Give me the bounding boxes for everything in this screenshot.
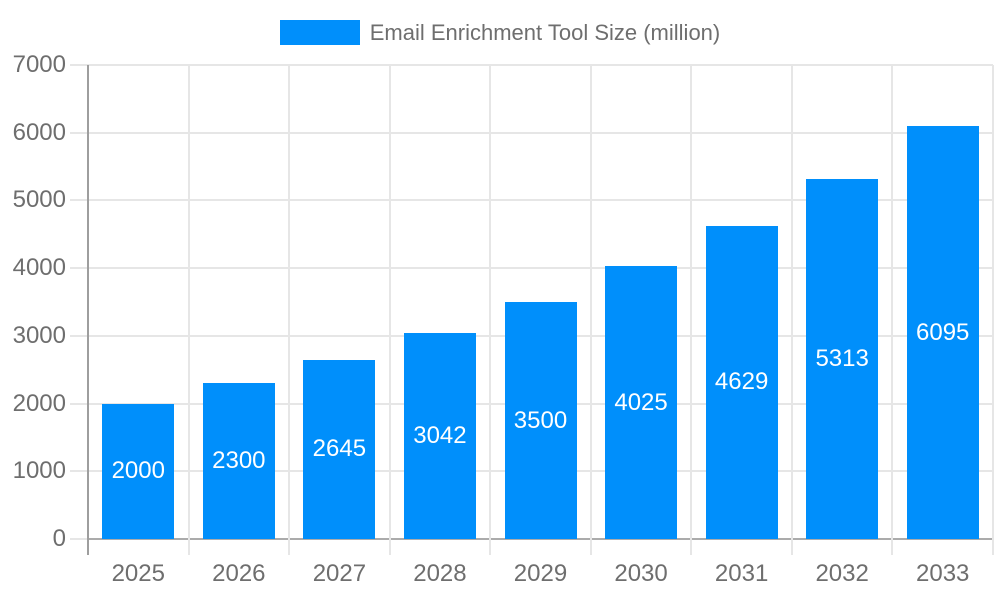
y-axis-tick bbox=[70, 334, 88, 337]
bar[interactable]: 4629 bbox=[705, 225, 778, 539]
y-tick-label: 2000 bbox=[12, 389, 66, 417]
bar-value-label: 4629 bbox=[714, 368, 769, 396]
bar[interactable]: 6095 bbox=[906, 126, 979, 539]
y-tick-label: 0 bbox=[52, 525, 66, 552]
bar-value-label: 2300 bbox=[212, 447, 266, 475]
y-tick-label: 7000 bbox=[12, 51, 66, 78]
x-tick-label: 2030 bbox=[614, 560, 668, 587]
y-axis-tick bbox=[70, 64, 88, 66]
y-axis-tick bbox=[70, 402, 88, 405]
x-baseline bbox=[88, 538, 993, 540]
x-tick-label: 2033 bbox=[916, 560, 970, 587]
x-gridline bbox=[589, 65, 592, 555]
y-tick-label: 6000 bbox=[12, 118, 66, 146]
x-tick-label: 2029 bbox=[513, 560, 568, 587]
bar-value-label: 4025 bbox=[614, 388, 668, 416]
x-gridline bbox=[790, 65, 793, 555]
y-gridline bbox=[88, 199, 993, 202]
y-axis-tick bbox=[70, 470, 88, 473]
x-tick-label: 2032 bbox=[815, 560, 869, 587]
y-gridline bbox=[88, 64, 993, 66]
chart-legend[interactable]: Email Enrichment Tool Size (million) bbox=[0, 19, 1000, 45]
y-gridline bbox=[88, 131, 993, 134]
x-gridline bbox=[992, 65, 994, 555]
x-tick-label: 2026 bbox=[212, 560, 266, 587]
x-gridline bbox=[288, 65, 291, 555]
x-tick-label: 2028 bbox=[413, 560, 467, 587]
bar[interactable]: 3042 bbox=[403, 333, 476, 539]
y-tick-label: 4000 bbox=[12, 254, 66, 282]
x-gridline bbox=[690, 65, 693, 555]
x-tick-label: 2027 bbox=[312, 560, 367, 587]
legend-swatch bbox=[279, 19, 360, 45]
y-axis-line bbox=[87, 65, 89, 555]
bar-value-label: 3042 bbox=[413, 421, 467, 449]
bar[interactable]: 5313 bbox=[806, 179, 879, 539]
x-gridline bbox=[489, 65, 492, 555]
bar-value-label: 3500 bbox=[513, 406, 568, 434]
y-tick-label: 1000 bbox=[12, 457, 66, 485]
y-axis-tick bbox=[70, 131, 88, 134]
legend-label: Email Enrichment Tool Size (million) bbox=[369, 19, 721, 45]
bar[interactable]: 2300 bbox=[202, 383, 275, 539]
x-gridline bbox=[388, 65, 391, 555]
bar[interactable]: 2645 bbox=[303, 359, 376, 539]
bar-value-label: 2645 bbox=[312, 435, 367, 463]
bar-value-label: 6095 bbox=[916, 318, 970, 346]
x-tick-label: 2031 bbox=[714, 560, 769, 587]
x-gridline bbox=[891, 65, 894, 555]
y-tick-label: 3000 bbox=[12, 321, 66, 349]
bar[interactable]: 3500 bbox=[504, 302, 577, 539]
y-axis-tick bbox=[70, 199, 88, 202]
x-tick-label: 2025 bbox=[111, 560, 165, 587]
bar-value-label: 2000 bbox=[111, 457, 165, 485]
x-gridline bbox=[187, 65, 190, 555]
bar[interactable]: 4025 bbox=[605, 266, 678, 539]
bar[interactable]: 2000 bbox=[102, 403, 175, 539]
y-gridline bbox=[88, 267, 993, 270]
bar-value-label: 5313 bbox=[815, 345, 869, 373]
y-axis-tick bbox=[70, 538, 88, 540]
y-axis-tick bbox=[70, 267, 88, 270]
y-tick-label: 5000 bbox=[12, 186, 66, 214]
